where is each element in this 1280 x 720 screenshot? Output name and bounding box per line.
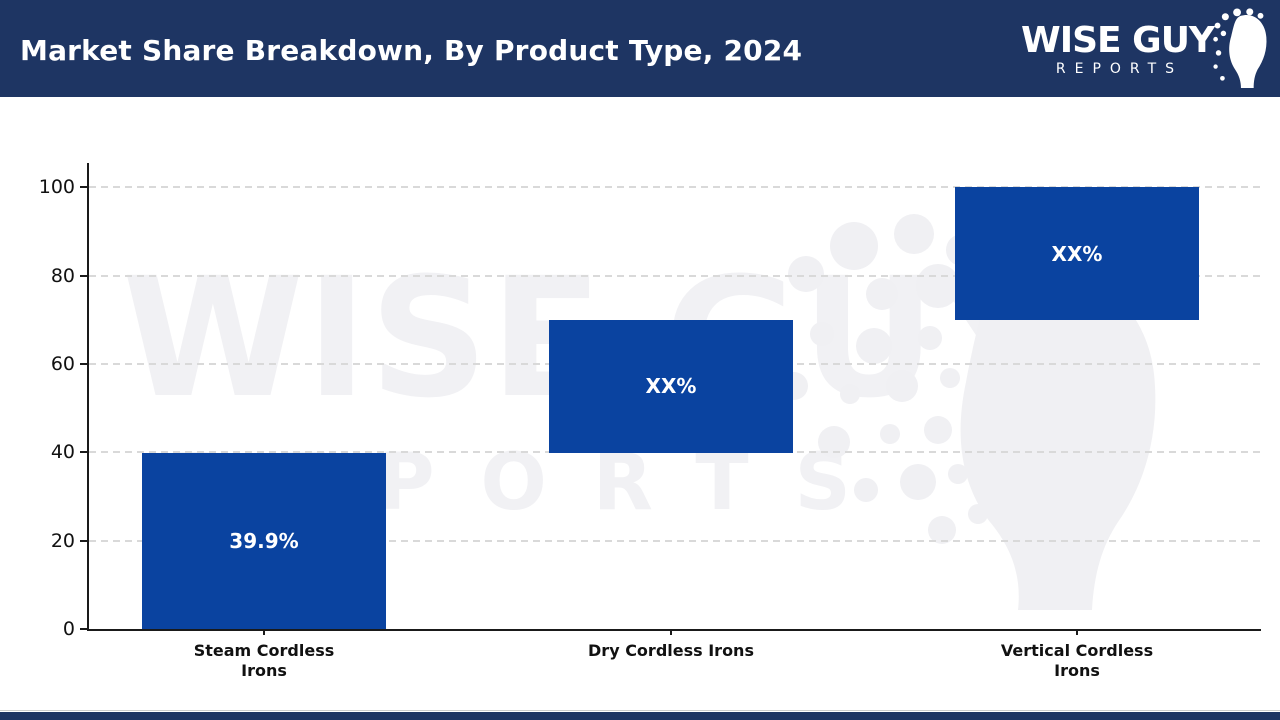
logo-reports-label: REPORTS [1055, 60, 1184, 77]
x-tick-label-vertical-cordless-irons: Vertical Cordless Irons [1000, 641, 1154, 680]
plot-area: 0 20 40 60 80 100 39.9% Steam Cordless Irons XX%… [39, 163, 1261, 680]
y-tick-label-0: 0 [62, 618, 75, 640]
y-tick-mark-60 [80, 362, 87, 365]
page-title: Market Share Breakdown, By Product Type,… [20, 34, 803, 67]
bar-vertical-cordless-irons: XX% [955, 187, 1199, 320]
y-tick-mark-100 [80, 186, 87, 189]
logo-wise-guy-label: WISE GUY [1020, 19, 1215, 61]
bar-value-label: XX% [645, 374, 697, 399]
gridline-80 [89, 274, 1261, 277]
bar-value-label: 39.9% [229, 528, 299, 553]
x-tick-mark-dry-cordless-irons [670, 629, 672, 635]
gridline-100 [89, 186, 1261, 189]
y-tick-label-40: 40 [50, 441, 75, 464]
y-tick-mark-40 [80, 451, 87, 454]
x-tick-mark-vertical-cordless-irons [1076, 629, 1078, 635]
header-banner: Market Share Breakdown, By Product Type,… [0, 0, 1280, 97]
bar-steam-cordless-irons: 39.9% [142, 452, 386, 629]
y-tick-mark-20 [80, 539, 87, 542]
footer-hairline [0, 710, 1280, 711]
y-tick-label-80: 80 [50, 264, 75, 287]
y-tick-label-20: 20 [50, 529, 75, 552]
wise-guy-reports-logo: WISE GUY REPORTS [1021, 6, 1270, 92]
face-profile-dots-icon [1213, 8, 1267, 89]
x-tick-label-steam-cordless-irons: Steam Cordless Irons [193, 641, 335, 680]
y-tick-label-100: 100 [38, 176, 75, 199]
gridline-20 [89, 539, 1261, 542]
x-axis-line [87, 629, 1261, 631]
logo-text: WISE GUY REPORTS [1020, 19, 1215, 77]
y-tick-mark-80 [80, 274, 87, 277]
y-axis-line [87, 163, 89, 629]
x-tick-label-dry-cordless-irons: Dry Cordless Irons [588, 641, 754, 660]
footer-bar [0, 712, 1280, 720]
bar-dry-cordless-irons: XX% [549, 319, 793, 453]
bar-value-label: XX% [1051, 241, 1103, 266]
y-tick-mark-0 [80, 628, 87, 630]
x-tick-mark-steam-cordless-irons [263, 629, 265, 635]
y-tick-label-60: 60 [50, 352, 75, 375]
